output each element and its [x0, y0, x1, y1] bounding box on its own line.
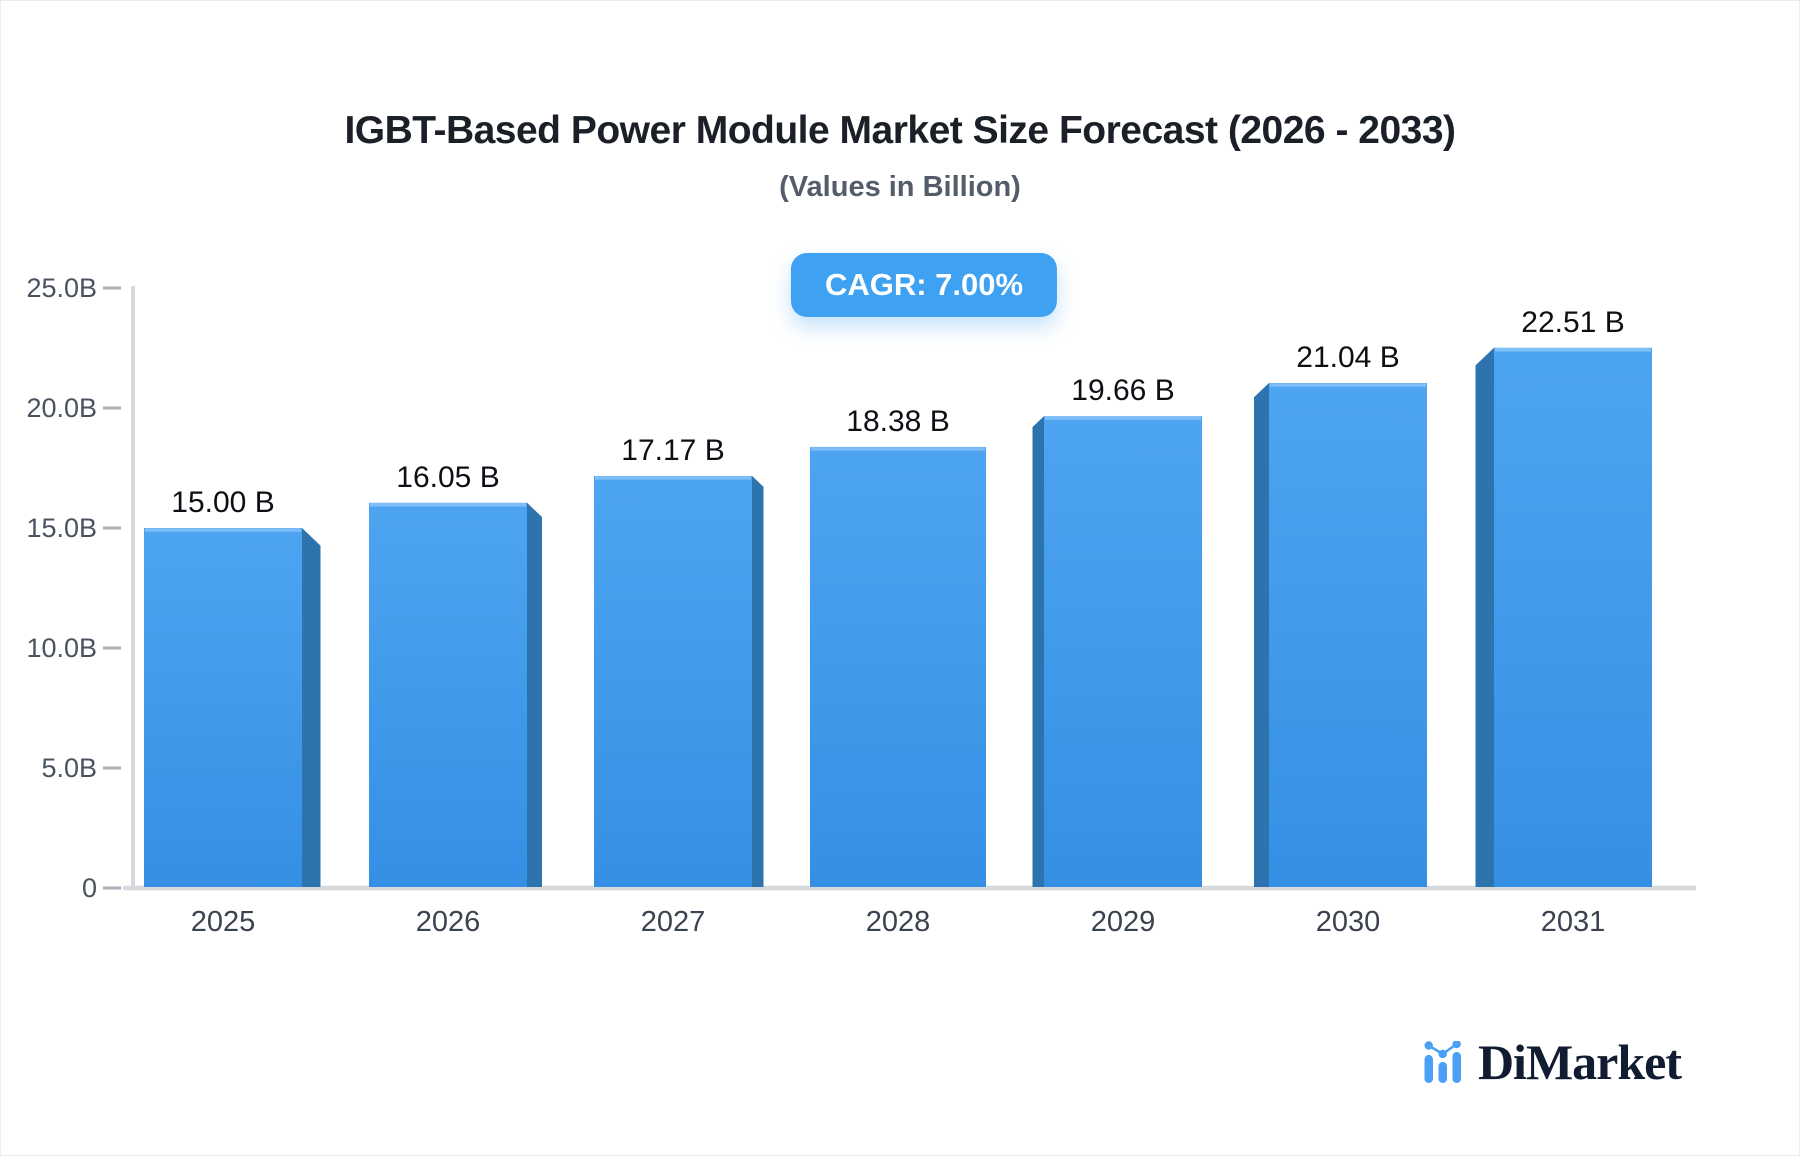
cagr-badge: CAGR: 7.00% [790, 253, 1058, 317]
x-label-2026: 2026 [416, 906, 481, 938]
y-tick-label-10.0B: 10.0B [26, 633, 97, 663]
bar-value-label-2031: 22.51 B [1521, 306, 1624, 339]
bar-value-label-2029: 19.66 B [1071, 374, 1174, 407]
bar-2030 [1269, 383, 1427, 887]
mini-bar-chart-icon [1424, 1041, 1461, 1083]
x-label-2027: 2027 [641, 906, 706, 938]
bar-2029 [1044, 416, 1202, 887]
bar-side-2026 [527, 502, 542, 887]
bar-2028 [810, 446, 986, 887]
bar-side-2027 [752, 475, 764, 887]
bar-side-2030 [1254, 383, 1269, 887]
chart-title: IGBT-Based Power Module Market Size Fore… [344, 109, 1456, 152]
x-label-2028: 2028 [866, 906, 931, 938]
x-label-2031: 2031 [1541, 906, 1606, 938]
chart-labels: 0 5.0B 10.0B 15.0B 20.0B 25.0B 15.00 B 2025 16.0… [26, 273, 1624, 938]
chart-axes [103, 286, 1696, 891]
chart-subtitle: (Values in Billion) [779, 171, 1021, 203]
bar-2031 [1494, 347, 1652, 887]
brand-name: DiMarket [1477, 1034, 1682, 1090]
y-tick-label-5.0B: 5.0B [41, 753, 97, 783]
x-label-2030: 2030 [1316, 906, 1381, 938]
y-tick-label-25.0B: 25.0B [26, 273, 97, 303]
x-label-2029: 2029 [1091, 906, 1156, 938]
bar-value-label-2026: 16.05 B [396, 461, 499, 494]
chart-bars [144, 347, 1652, 887]
y-tick-label-0: 0 [82, 873, 97, 903]
bar-value-label-2030: 21.04 B [1296, 341, 1399, 374]
brand-logo: DiMarket [1424, 1034, 1682, 1090]
bar-value-label-2027: 17.17 B [621, 434, 724, 467]
bar-value-label-2028: 18.38 B [846, 405, 949, 438]
y-tick-label-20.0B: 20.0B [26, 393, 97, 423]
bar-side-2029 [1032, 416, 1044, 887]
y-tick-label-15.0B: 15.0B [26, 513, 97, 543]
bar-2025 [144, 528, 302, 887]
bar-side-2031 [1475, 347, 1494, 887]
bar-2027 [594, 475, 752, 887]
bar-side-2025 [302, 528, 321, 887]
bar-2026 [369, 502, 527, 887]
bar-value-label-2025: 15.00 B [171, 486, 274, 519]
x-label-2025: 2025 [191, 906, 256, 938]
